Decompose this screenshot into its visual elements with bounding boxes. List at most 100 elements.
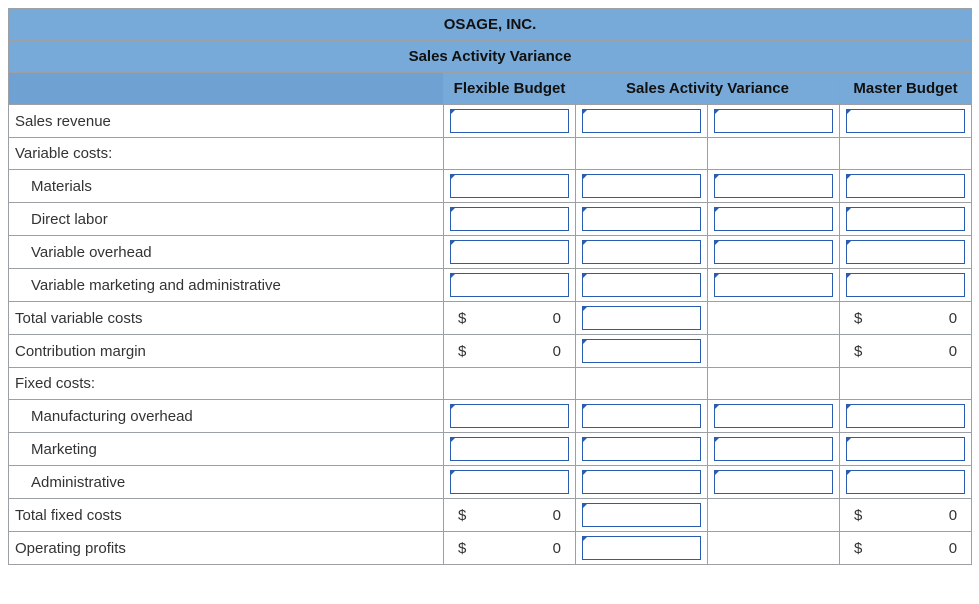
computed-cell: $0 bbox=[444, 335, 576, 368]
currency-symbol: $ bbox=[458, 310, 466, 327]
value-input[interactable] bbox=[582, 503, 701, 527]
blank-cell bbox=[444, 138, 576, 170]
value-input[interactable] bbox=[582, 536, 701, 560]
currency-symbol: $ bbox=[854, 507, 862, 524]
input-cell bbox=[708, 236, 840, 269]
input-cell bbox=[576, 105, 708, 138]
input-cell bbox=[576, 203, 708, 236]
value-input[interactable] bbox=[714, 470, 833, 494]
col-header-sales-activity-variance: Sales Activity Variance bbox=[576, 73, 840, 105]
value-input[interactable] bbox=[582, 273, 701, 297]
table-row: Variable overhead bbox=[9, 236, 972, 269]
value-input[interactable] bbox=[450, 437, 569, 461]
input-cell bbox=[444, 203, 576, 236]
value-input[interactable] bbox=[714, 109, 833, 133]
table-title: OSAGE, INC. bbox=[9, 9, 972, 41]
value-input[interactable] bbox=[714, 273, 833, 297]
input-cell bbox=[840, 433, 972, 466]
table-row: Variable costs: bbox=[9, 138, 972, 170]
value-input[interactable] bbox=[714, 174, 833, 198]
input-cell bbox=[444, 466, 576, 499]
value-input[interactable] bbox=[846, 437, 965, 461]
row-label: Materials bbox=[9, 170, 444, 203]
computed-value: $0 bbox=[450, 536, 569, 560]
input-cell bbox=[576, 499, 708, 532]
value-input[interactable] bbox=[846, 470, 965, 494]
computed-number: 0 bbox=[949, 507, 957, 524]
value-input[interactable] bbox=[582, 207, 701, 231]
input-cell bbox=[708, 466, 840, 499]
computed-cell: $0 bbox=[840, 335, 972, 368]
computed-value: $0 bbox=[450, 306, 569, 330]
input-cell bbox=[576, 170, 708, 203]
value-input[interactable] bbox=[582, 404, 701, 428]
currency-symbol: $ bbox=[854, 540, 862, 557]
table-row: Direct labor bbox=[9, 203, 972, 236]
value-input[interactable] bbox=[582, 437, 701, 461]
blank-cell bbox=[576, 138, 708, 170]
value-input[interactable] bbox=[582, 470, 701, 494]
value-input[interactable] bbox=[714, 207, 833, 231]
table-row: Total fixed costs$0$0 bbox=[9, 499, 972, 532]
table-row: Contribution margin$0$0 bbox=[9, 335, 972, 368]
value-input[interactable] bbox=[582, 339, 701, 363]
table-row: Fixed costs: bbox=[9, 368, 972, 400]
value-input[interactable] bbox=[846, 240, 965, 264]
table-row: Operating profits$0$0 bbox=[9, 532, 972, 565]
value-input[interactable] bbox=[450, 273, 569, 297]
computed-cell: $0 bbox=[444, 532, 576, 565]
table-row: Marketing bbox=[9, 433, 972, 466]
variance-table: OSAGE, INC. Sales Activity Variance Flex… bbox=[8, 8, 972, 565]
value-input[interactable] bbox=[450, 240, 569, 264]
table-row: Total variable costs$0$0 bbox=[9, 302, 972, 335]
row-label: Total fixed costs bbox=[9, 499, 444, 532]
computed-number: 0 bbox=[949, 343, 957, 360]
input-cell bbox=[840, 105, 972, 138]
computed-value: $0 bbox=[450, 503, 569, 527]
row-label: Operating profits bbox=[9, 532, 444, 565]
value-input[interactable] bbox=[846, 174, 965, 198]
table-subtitle: Sales Activity Variance bbox=[9, 41, 972, 73]
value-input[interactable] bbox=[846, 109, 965, 133]
value-input[interactable] bbox=[450, 404, 569, 428]
value-input[interactable] bbox=[846, 207, 965, 231]
value-input[interactable] bbox=[714, 437, 833, 461]
computed-number: 0 bbox=[553, 540, 561, 557]
value-input[interactable] bbox=[582, 109, 701, 133]
input-cell bbox=[576, 433, 708, 466]
computed-number: 0 bbox=[553, 310, 561, 327]
blank-cell bbox=[708, 368, 840, 400]
computed-value: $0 bbox=[846, 339, 965, 363]
computed-value: $0 bbox=[846, 503, 965, 527]
value-input[interactable] bbox=[582, 240, 701, 264]
input-cell bbox=[708, 400, 840, 433]
input-cell bbox=[840, 400, 972, 433]
input-cell bbox=[576, 236, 708, 269]
table-row: Manufacturing overhead bbox=[9, 400, 972, 433]
input-cell bbox=[576, 269, 708, 302]
value-input[interactable] bbox=[846, 273, 965, 297]
input-cell bbox=[576, 302, 708, 335]
computed-cell: $0 bbox=[840, 532, 972, 565]
input-cell bbox=[444, 105, 576, 138]
computed-cell: $0 bbox=[444, 302, 576, 335]
computed-value: $0 bbox=[846, 306, 965, 330]
value-input[interactable] bbox=[450, 207, 569, 231]
blank-cell bbox=[708, 302, 840, 335]
computed-number: 0 bbox=[949, 310, 957, 327]
input-cell bbox=[708, 203, 840, 236]
value-input[interactable] bbox=[582, 306, 701, 330]
input-cell bbox=[840, 203, 972, 236]
value-input[interactable] bbox=[450, 109, 569, 133]
table-row: Materials bbox=[9, 170, 972, 203]
value-input[interactable] bbox=[450, 174, 569, 198]
value-input[interactable] bbox=[450, 470, 569, 494]
input-cell bbox=[840, 269, 972, 302]
value-input[interactable] bbox=[582, 174, 701, 198]
value-input[interactable] bbox=[714, 404, 833, 428]
blank-cell bbox=[708, 499, 840, 532]
value-input[interactable] bbox=[846, 404, 965, 428]
value-input[interactable] bbox=[714, 240, 833, 264]
computed-cell: $0 bbox=[840, 499, 972, 532]
currency-symbol: $ bbox=[458, 507, 466, 524]
